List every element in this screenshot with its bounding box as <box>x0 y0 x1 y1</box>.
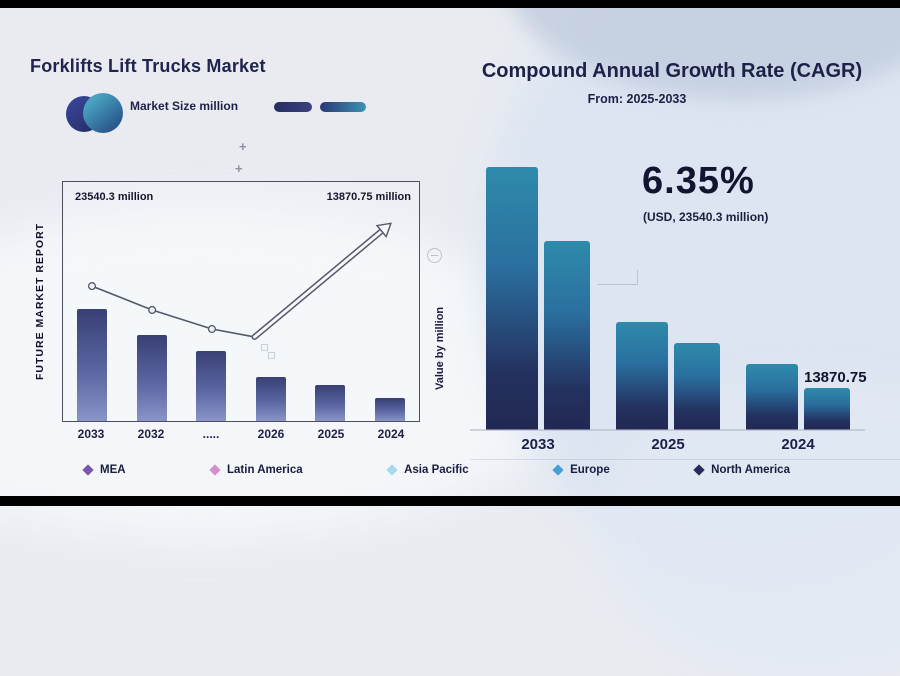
legend-label: Latin America <box>227 464 303 476</box>
annotation-2024-value: 13870.75 million <box>326 191 411 203</box>
left-axis-label-2032: 2032 <box>137 427 165 441</box>
logo-circle-teal <box>83 93 123 133</box>
background-wave-gray <box>500 0 900 100</box>
left-xaxis: 2033 2032..... 2026 2025 2024 <box>62 427 420 441</box>
right-axis-label-2024: 2024 <box>781 436 815 453</box>
left-axis-label-dots: ..... <box>202 427 220 441</box>
legend-item-north-america: North America <box>693 464 790 476</box>
legend-label: North America <box>711 464 790 476</box>
legend-label: Europe <box>570 464 610 476</box>
cagr-title: Compound Annual Growth Rate (CAGR) <box>481 60 863 82</box>
market-bar-2024 <box>374 398 405 421</box>
decoration-pill-dark <box>274 102 312 112</box>
right-y-axis-label: Value by million <box>434 306 446 390</box>
decoration-plus-icon: + <box>239 139 247 154</box>
annotation-2033-value: 23540.3 million <box>75 191 154 203</box>
cagr-data-label: 13870.75 <box>804 369 867 386</box>
legend-item-latin-america: Latin America <box>209 464 303 476</box>
market-size-label: Market Size million <box>130 99 239 113</box>
legend-diamond-icon <box>386 464 398 476</box>
right-axis-label-2025: 2025 <box>651 436 685 453</box>
legend-diamond-icon <box>693 464 705 476</box>
cagr-subtitle: From: 2025-2033 <box>587 92 687 106</box>
left-axis-label-2024: 2024 <box>377 427 405 441</box>
left-bars <box>63 182 419 421</box>
decoration-plus-icon: + <box>235 161 243 176</box>
legend: MEA Latin America Asia Pacific Europe North … <box>82 464 790 476</box>
cagr-bar-2033-series-b <box>544 241 590 430</box>
legend-label: MEA <box>100 464 126 476</box>
market-bar-dots <box>196 351 227 421</box>
cagr-bar-2025-series-b <box>674 343 720 430</box>
cagr-bar-2024-series-a <box>746 364 798 430</box>
left-axis-label-2033: 2033 <box>77 427 105 441</box>
minus-dash <box>431 254 438 257</box>
right-axis-underline <box>470 459 900 460</box>
right-chart-baseline <box>470 429 865 431</box>
market-bar-2026 <box>255 377 286 421</box>
market-chart-panel: 23540.3 million 13870.75 million <box>62 181 420 422</box>
legend-item-europe: Europe <box>552 464 610 476</box>
cagr-bar-2024-series-b <box>804 388 850 430</box>
bottom-letterbox-bar <box>0 496 900 506</box>
right-bars <box>478 159 858 430</box>
decoration-minus-circle-icon <box>427 248 442 263</box>
market-size-logo-icon <box>66 93 126 135</box>
right-axis-label-2033: 2033 <box>521 436 555 453</box>
left-y-axis-label: FUTURE MARKET REPORT <box>34 222 46 381</box>
market-bar-2025 <box>315 385 346 421</box>
decoration-pill-gradient <box>320 102 366 112</box>
left-axis-label-2026: 2026 <box>257 427 285 441</box>
top-letterbox-bar <box>0 0 900 8</box>
cagr-bar-group-2033 <box>486 167 590 430</box>
legend-label: Asia Pacific <box>404 464 469 476</box>
right-xaxis: 2033 2025 2024 <box>478 436 858 453</box>
page-title: Forklifts Lift Trucks Market <box>30 56 266 76</box>
cagr-bar-2033-series-a <box>486 167 538 430</box>
legend-diamond-icon <box>82 464 94 476</box>
legend-diamond-icon <box>552 464 564 476</box>
cagr-bar-group-2025 <box>616 322 720 430</box>
legend-diamond-icon <box>209 464 221 476</box>
left-axis-label-2025: 2025 <box>317 427 345 441</box>
legend-item-asia-pacific: Asia Pacific <box>386 464 469 476</box>
cagr-bar-2025-series-a <box>616 322 668 430</box>
legend-item-mea: MEA <box>82 464 126 476</box>
market-bar-2033 <box>77 309 107 421</box>
market-bar-2032 <box>136 335 167 421</box>
